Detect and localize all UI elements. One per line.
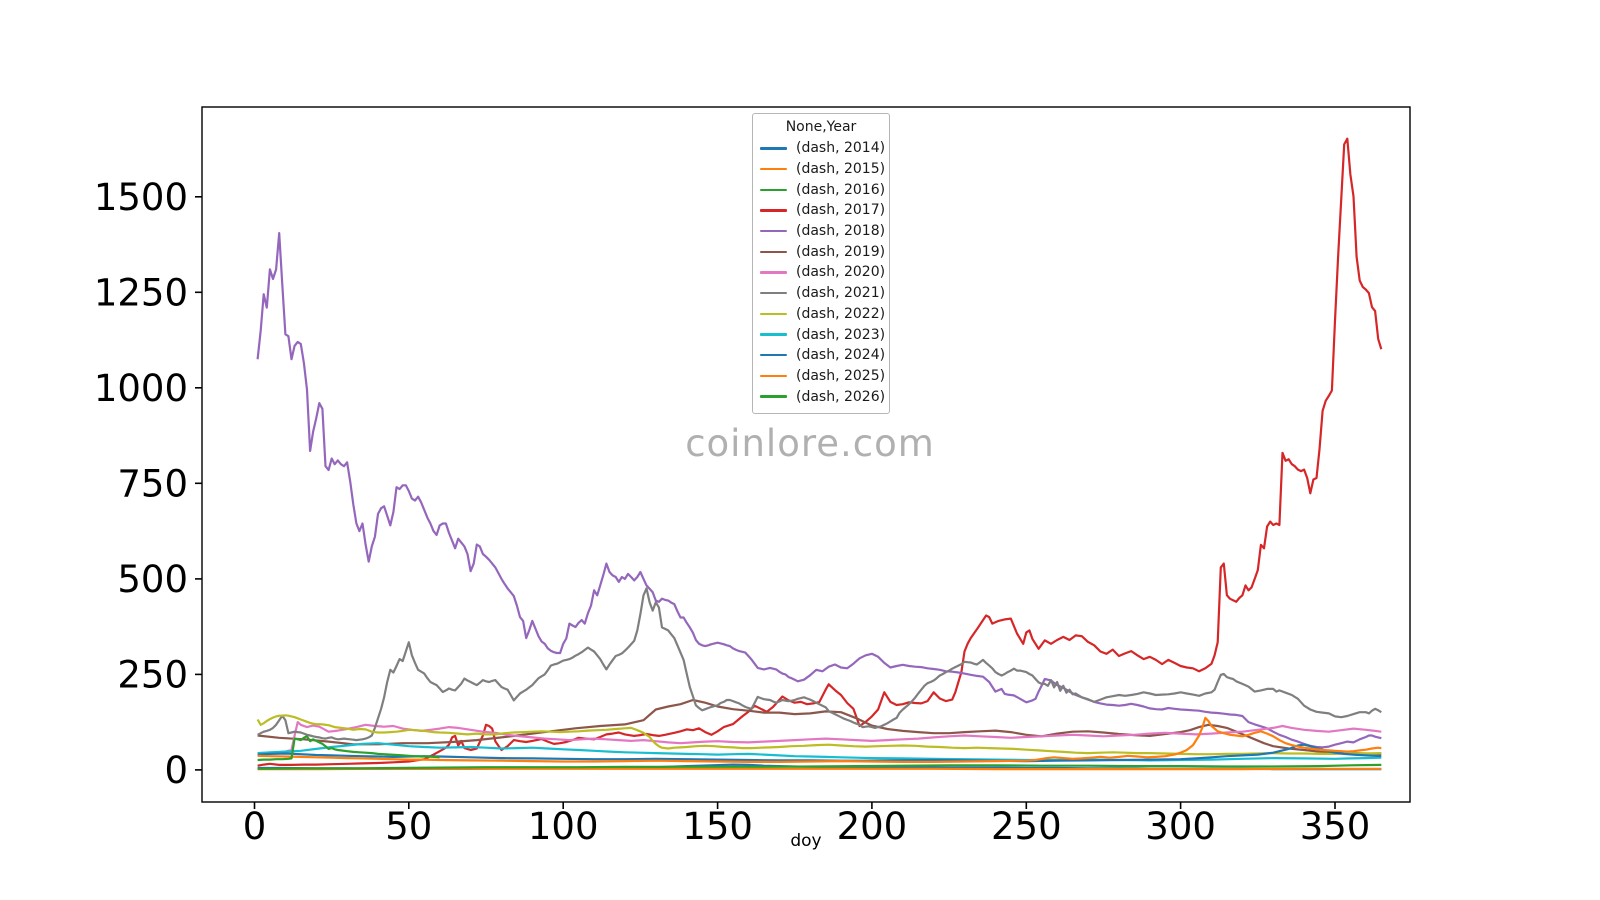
- x-axis-label: doy: [790, 831, 822, 851]
- legend-item-2024: (dash, 2024): [753, 345, 889, 366]
- legend-item-label: (dash, 2017): [796, 202, 886, 219]
- legend: None,Year (dash, 2014) (dash, 2015) (dash,…: [752, 113, 890, 414]
- x-tick-label: 300: [1145, 805, 1216, 848]
- legend-item-2025: (dash, 2025): [753, 366, 889, 387]
- y-tick-label: 1250: [94, 271, 188, 314]
- legend-item-label: (dash, 2016): [796, 181, 886, 198]
- legend-swatch-line: [760, 147, 787, 150]
- watermark-text: coinlore.com: [685, 422, 935, 465]
- series-line-2022: [256, 714, 1382, 756]
- y-tick-label: 750: [117, 462, 188, 505]
- legend-item-2014: (dash, 2014): [753, 138, 889, 159]
- legend-swatch-line: [760, 167, 787, 171]
- x-tick-label: 50: [385, 805, 432, 848]
- x-tick-label: 250: [991, 805, 1062, 848]
- legend-item-2020: (dash, 2020): [753, 262, 889, 283]
- legend-item-2017: (dash, 2017): [753, 200, 889, 221]
- legend-item-2016: (dash, 2016): [753, 179, 889, 200]
- series-line-2026: [257, 735, 440, 762]
- legend-item-label: (dash, 2022): [796, 305, 886, 322]
- legend-item-2023: (dash, 2023): [753, 324, 889, 345]
- legend-item-2018: (dash, 2018): [753, 221, 889, 242]
- axes-spines: [201, 106, 1411, 803]
- legend-swatch-line: [760, 354, 787, 357]
- legend-swatch-line: [760, 271, 787, 274]
- legend-item-label: (dash, 2015): [796, 161, 886, 178]
- legend-title: None,Year: [785, 119, 857, 135]
- series-line-2019: [257, 698, 1382, 755]
- legend-swatch-line: [760, 229, 787, 233]
- x-tick-label: 350: [1300, 805, 1371, 848]
- y-tick-label: 500: [117, 558, 188, 601]
- x-tick-label: 150: [682, 805, 753, 848]
- legend-swatch-line: [760, 312, 787, 316]
- y-tick-label: 1000: [94, 367, 188, 410]
- x-tick-label: 0: [243, 805, 267, 848]
- series-line-2016: [257, 763, 1382, 770]
- legend-swatch-line: [760, 374, 787, 378]
- legend-item-label: (dash, 2020): [796, 264, 886, 281]
- legend-item-label: (dash, 2014): [796, 140, 886, 157]
- legend-item-label: (dash, 2021): [796, 285, 886, 302]
- legend-items: (dash, 2014) (dash, 2015) (dash, 2016) (das…: [753, 138, 889, 407]
- legend-item-2022: (dash, 2022): [753, 304, 889, 325]
- legend-item-label: (dash, 2019): [796, 243, 886, 260]
- y-tick-label: 1500: [94, 176, 188, 219]
- legend-item-2021: (dash, 2021): [753, 283, 889, 304]
- series-line-2021: [257, 587, 1382, 742]
- x-tick-label: 100: [528, 805, 599, 848]
- x-tick-label: 200: [837, 805, 908, 848]
- legend-item-label: (dash, 2025): [796, 367, 886, 384]
- legend-swatch-line: [760, 250, 787, 253]
- y-tick-label: 0: [164, 749, 188, 792]
- legend-item-2026: (dash, 2026): [753, 386, 889, 407]
- legend-item-label: (dash, 2026): [796, 388, 886, 405]
- legend-item-2019: (dash, 2019): [753, 241, 889, 262]
- series-line-2017: [257, 137, 1383, 767]
- legend-swatch-line: [760, 333, 787, 336]
- legend-swatch-line: [760, 209, 787, 212]
- legend-item-label: (dash, 2023): [796, 326, 886, 343]
- y-tick-label: 250: [117, 653, 188, 696]
- series-line-2020: [257, 720, 1382, 756]
- series-line-2024: [257, 743, 1382, 763]
- series-line-2018: [256, 232, 1382, 749]
- legend-swatch-line: [760, 188, 787, 191]
- legend-item-label: (dash, 2018): [796, 223, 886, 240]
- legend-item-label: (dash, 2024): [796, 347, 886, 364]
- series-line-2025: [257, 716, 1382, 764]
- legend-swatch-line: [760, 395, 787, 398]
- legend-swatch-line: [760, 291, 787, 295]
- legend-item-2015: (dash, 2015): [753, 159, 889, 180]
